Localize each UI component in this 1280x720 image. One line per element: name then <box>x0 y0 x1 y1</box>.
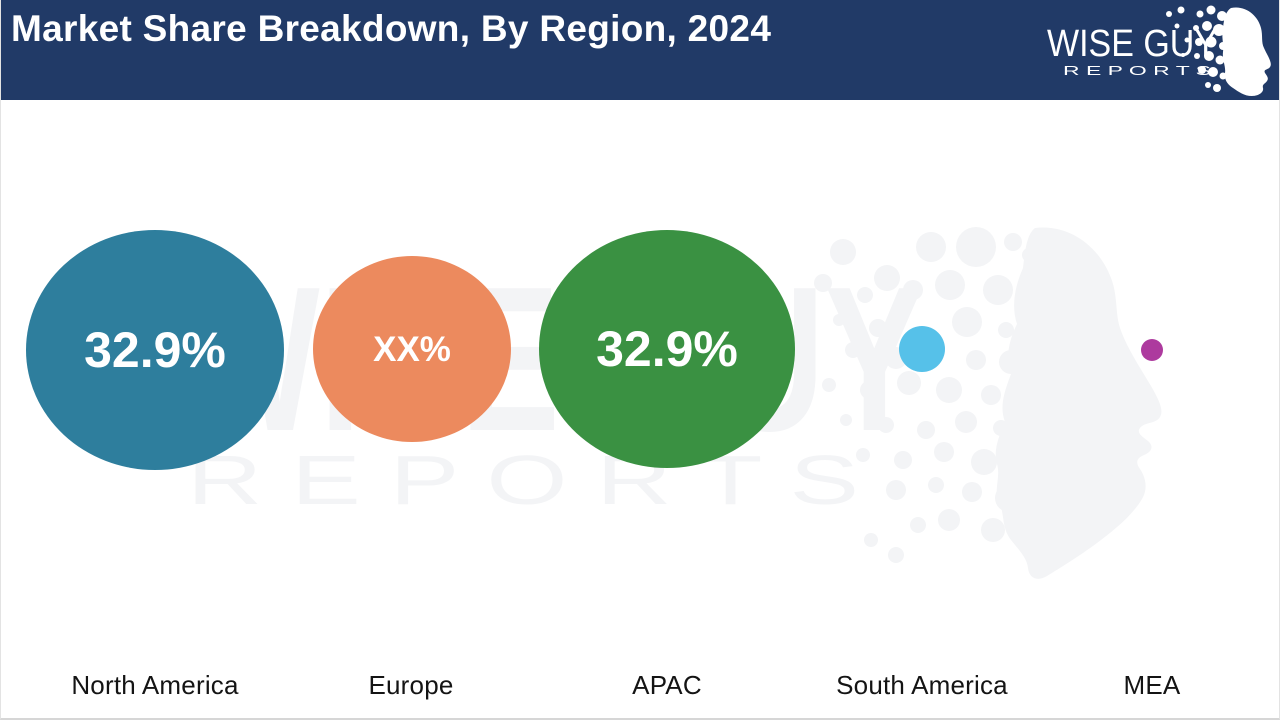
region-label-north-america: North America <box>71 670 239 700</box>
bubble-value-label: 32.9% <box>84 322 226 378</box>
bubble-value-label: XX% <box>373 329 451 369</box>
page-title: Market Share Breakdown, By Region, 2024 <box>11 8 772 49</box>
watermark-subtext: R E P O R T S <box>187 441 859 519</box>
region-label-mea: MEA <box>1123 670 1181 700</box>
logo-subtext: R E P O R T S <box>1063 63 1212 78</box>
header: Market Share Breakdown, By Region, 2024 … <box>1 0 1279 100</box>
bubble-value-label: 32.9% <box>596 321 738 377</box>
bubble-south-america <box>899 326 945 372</box>
wiseguy-logo-icon: WISE GUY R E P O R T S <box>1047 5 1271 96</box>
bubble-chart: WISE GUY R E P O R T S <box>1 100 1279 718</box>
logo-head-icon <box>1166 5 1271 96</box>
wiseguy-logo: WISE GUY R E P O R T S <box>1003 0 1273 105</box>
region-label-south-america: South America <box>836 670 1008 700</box>
bubble-europe: XX% <box>313 256 511 442</box>
region-label-apac: APAC <box>632 670 702 700</box>
logo-wordmark: WISE GUY <box>1047 23 1217 65</box>
bubble-north-america: 32.9% <box>26 230 284 470</box>
watermark-head-icon <box>995 227 1162 579</box>
bubble-apac: 32.9% <box>539 230 795 468</box>
region-label-europe: Europe <box>368 670 454 700</box>
bubble-mea <box>1141 339 1163 361</box>
